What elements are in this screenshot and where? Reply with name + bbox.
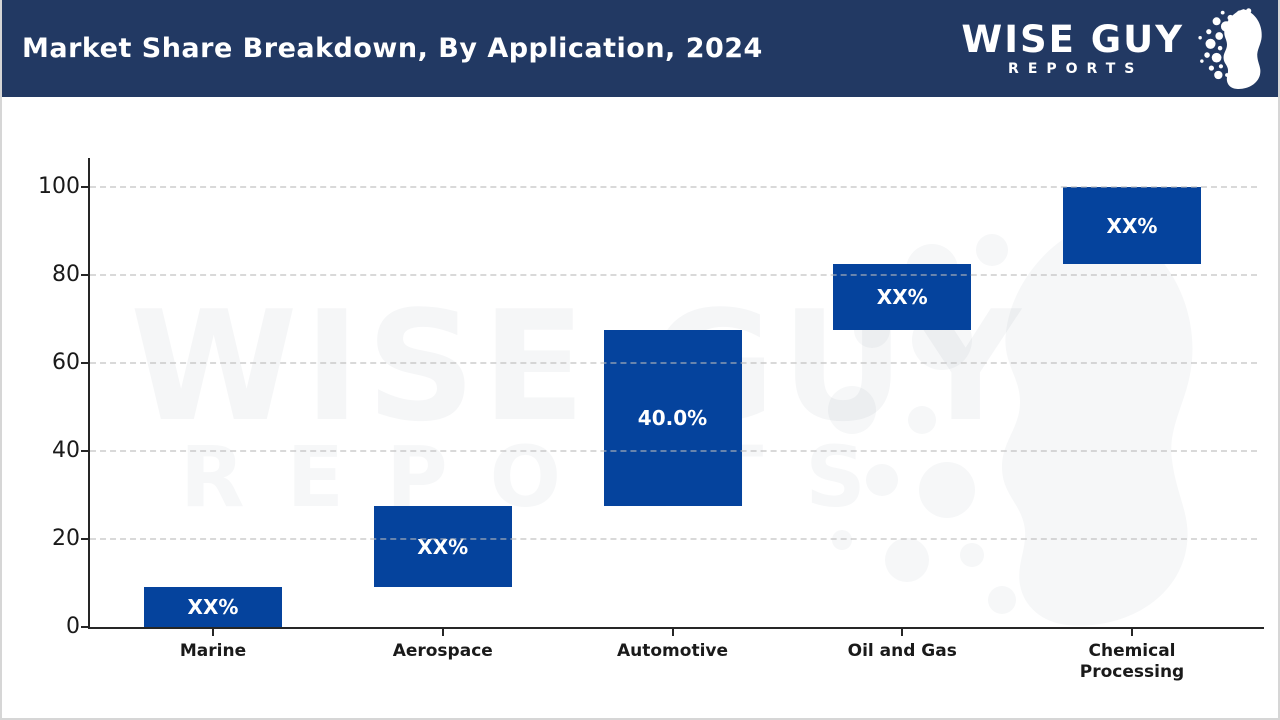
page-title: Market Share Breakdown, By Application, … [22,33,763,64]
x-tick-mark [212,628,214,636]
y-tick-mark [81,362,89,364]
y-tick-mark [81,186,89,188]
x-tick-mark [441,628,444,636]
category-label-oil-and-gas: Oil and Gas [847,641,957,661]
chart-plot-area: 0 20 40 60 80 100 XX% Marine XX% Aerospace 40.0% Au… [2,97,1278,718]
x-tick-mark [901,628,904,636]
y-tick-label: 80 [52,262,80,287]
y-tick-mark [81,538,89,540]
y-tick-mark [81,274,89,276]
bar-value-label: XX% [187,595,239,620]
gridline-y-20 [90,538,1257,540]
gridline-y-100 [90,186,1257,188]
dotted-head-icon [1198,7,1262,89]
x-tick-mark [1131,628,1133,636]
bar-value-label: 40.0% [637,406,708,430]
gridline-y-40 [90,450,1257,452]
category-label-chemical-processing: Chemical Processing [1079,641,1185,683]
watermark-subname-text: REPORTS [180,428,908,526]
x-tick-mark [671,628,674,636]
bar-value-label: XX% [876,285,928,309]
bar-chemical-processing: XX% [1063,187,1201,264]
bar-automotive: 40.0% [603,330,742,506]
y-tick-label: 100 [38,174,80,199]
gridline-y-60 [90,362,1257,364]
gridline-y-80 [90,274,1257,276]
category-label-automotive: Automotive [616,641,729,661]
brand-logo-text: WISE GUY REPORTS [961,21,1184,76]
bar-aerospace: XX% [373,506,512,588]
y-tick-label: 20 [52,526,80,551]
bar-marine: XX% [144,587,282,627]
bar-value-label: XX% [1106,213,1158,238]
y-tick-mark [81,450,89,452]
category-label-aerospace: Aerospace [392,641,493,661]
brand-name: WISE GUY [961,18,1184,61]
y-tick-label: 40 [52,438,80,463]
brand-logo: WISE GUY REPORTS [961,0,1266,97]
x-axis [88,627,1264,629]
header-bar: Market Share Breakdown, By Application, … [2,0,1278,97]
y-tick-label: 0 [66,614,80,639]
y-tick-label: 60 [52,350,80,375]
y-tick-mark [81,626,89,628]
category-label-marine: Marine [179,641,247,661]
y-axis [88,158,90,629]
brand-subname: REPORTS [1008,61,1144,77]
